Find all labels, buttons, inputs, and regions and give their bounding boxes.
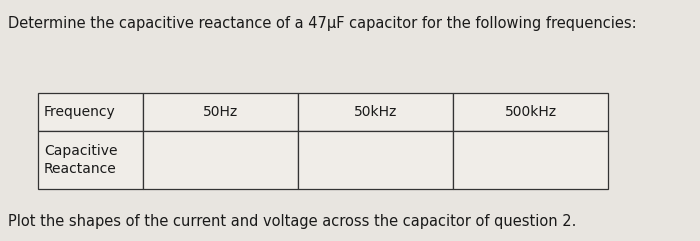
- Text: Plot the shapes of the current and voltage across the capacitor of question 2.: Plot the shapes of the current and volta…: [8, 214, 576, 229]
- Bar: [38, 131, 143, 189]
- Bar: [298, 93, 453, 131]
- Bar: [143, 131, 298, 189]
- Text: 50kHz: 50kHz: [354, 105, 397, 119]
- Bar: [453, 93, 608, 131]
- Bar: [298, 131, 453, 189]
- Text: 500kHz: 500kHz: [505, 105, 556, 119]
- Text: Frequency: Frequency: [44, 105, 116, 119]
- Bar: [453, 131, 608, 189]
- Text: 50Hz: 50Hz: [203, 105, 238, 119]
- Bar: [143, 93, 298, 131]
- Text: Determine the capacitive reactance of a 47μF capacitor for the following frequen: Determine the capacitive reactance of a …: [8, 16, 636, 31]
- Text: Capacitive
Reactance: Capacitive Reactance: [44, 144, 118, 176]
- Bar: [38, 93, 143, 131]
